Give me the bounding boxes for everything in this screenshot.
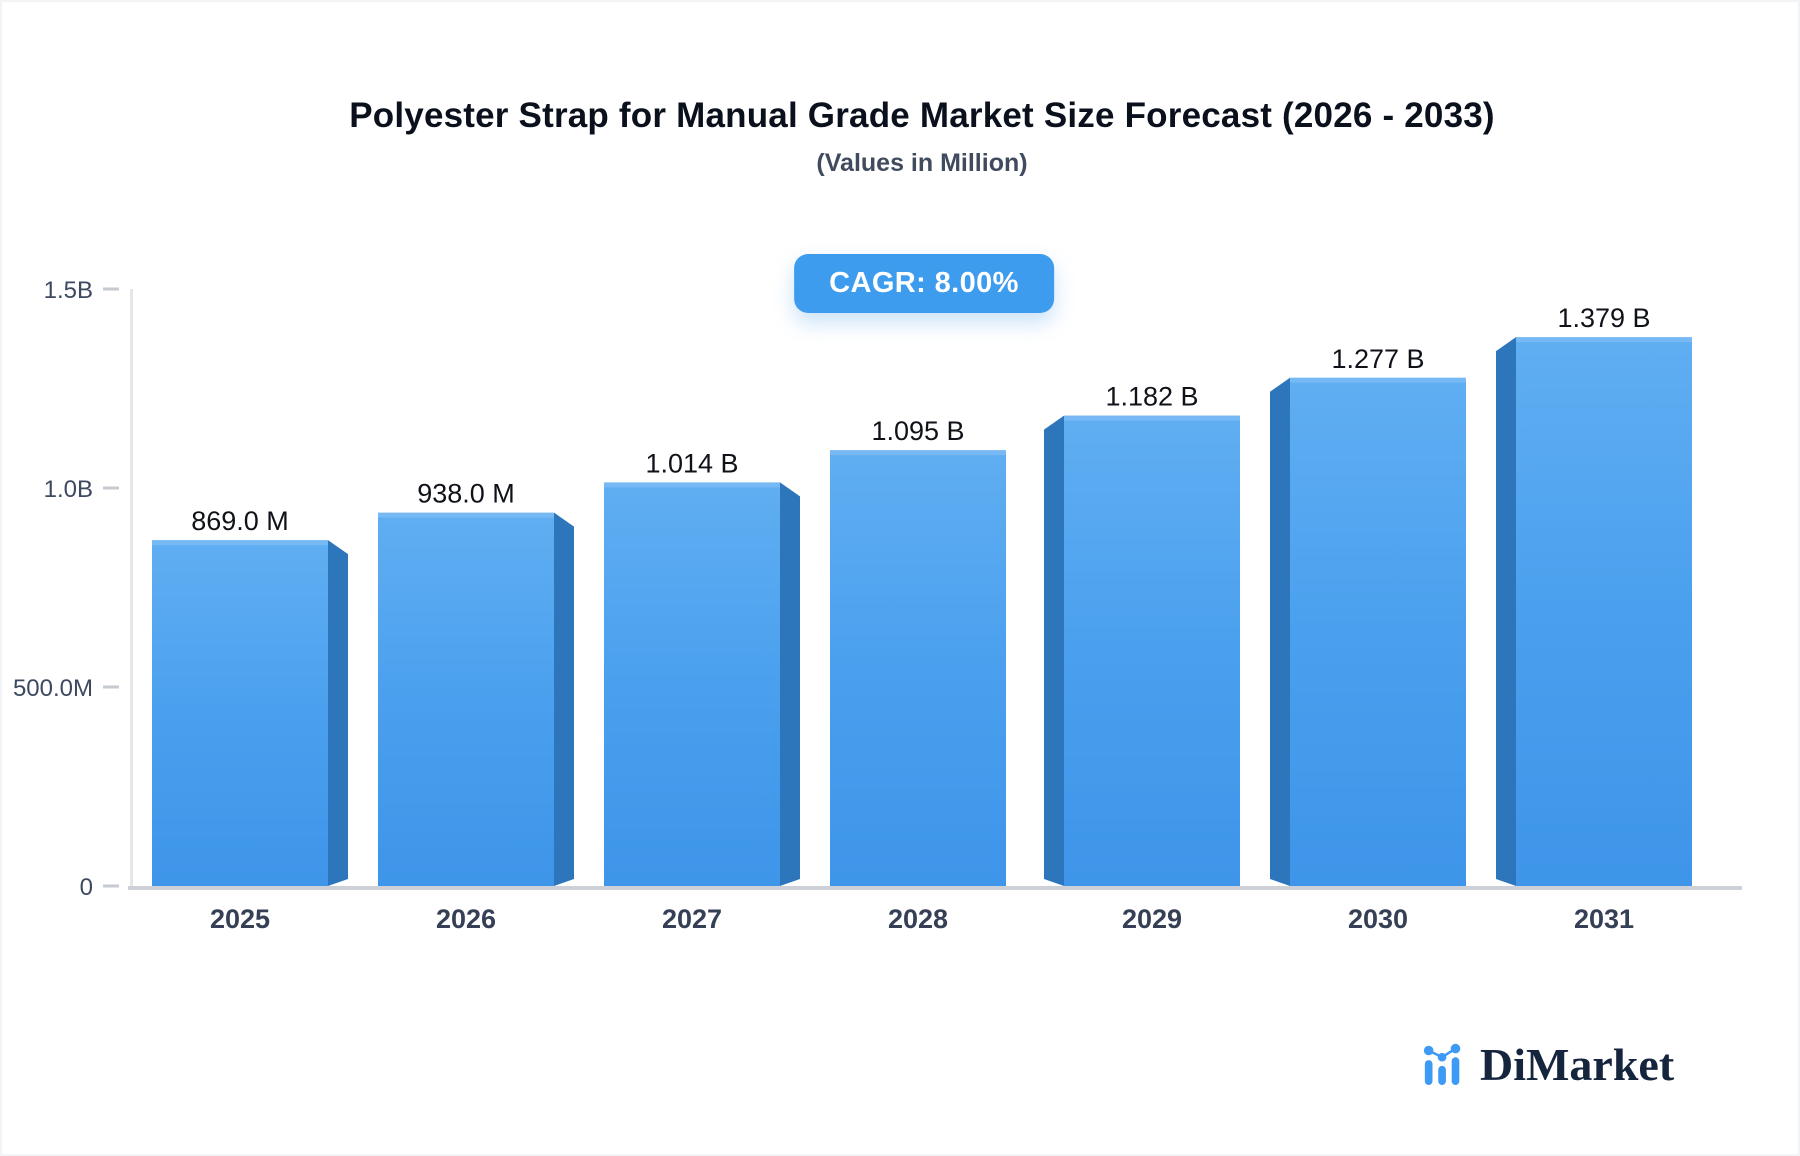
bar-side-face [1270, 377, 1290, 886]
y-tick-label: 500.0M [13, 675, 93, 702]
cagr-badge: CAGR: 8.00% [794, 254, 1054, 313]
dimarket-logo: DiMarket [1421, 1037, 1674, 1087]
bar-top-highlight [830, 450, 1006, 456]
bar-2027[interactable]: 1.014 B 2027 [604, 448, 800, 934]
bar-value-label: 1.277 B [1331, 344, 1424, 374]
x-axis-label: 2025 [210, 904, 270, 934]
x-axis-label: 2030 [1348, 904, 1408, 934]
dimarket-logo-text: DiMarket [1480, 1038, 1675, 1090]
y-tick-label: 1.0B [44, 476, 93, 503]
bar-2031[interactable]: 1.379 B 2031 [1496, 303, 1692, 934]
chart-subtitle: (Values in Million) [816, 149, 1028, 177]
x-axis-label: 2027 [662, 904, 722, 934]
bar-2028[interactable]: 1.095 B 2028 [830, 416, 1006, 934]
x-axis-label: 2028 [888, 904, 948, 934]
bar-front-face [1516, 337, 1692, 887]
bar-top-highlight [1290, 377, 1466, 383]
bar-value-label: 1.379 B [1557, 303, 1650, 333]
bar-value-label: 1.182 B [1105, 382, 1198, 412]
bar-side-face [1044, 415, 1064, 886]
chart-title: Polyester Strap for Manual Grade Market … [349, 96, 1495, 135]
bar-front-face [1290, 377, 1466, 886]
bar-2026[interactable]: 938.0 M 2026 [378, 479, 574, 934]
bar-2029[interactable]: 1.182 B 2029 [1044, 382, 1240, 934]
bar-front-face [604, 482, 780, 886]
bar-value-label: 869.0 M [191, 506, 289, 536]
chart-header: Polyester Strap for Manual Grade Market … [0, 0, 1800, 178]
bar-top-highlight [152, 540, 328, 546]
y-tick-label: 0 [80, 874, 93, 901]
bar-top-highlight [378, 512, 554, 518]
bar-side-face [328, 540, 348, 886]
bar-2025[interactable]: 869.0 M 2025 [152, 506, 348, 934]
x-axis-label: 2031 [1574, 904, 1634, 934]
bar-top-highlight [1064, 415, 1240, 421]
x-axis-label: 2026 [436, 904, 496, 934]
bar-top-highlight [1516, 337, 1692, 343]
x-axis-label: 2029 [1122, 904, 1182, 934]
y-tick-label: 1.5B [44, 277, 93, 304]
bar-front-face [1064, 415, 1240, 886]
bar-value-label: 1.095 B [871, 416, 964, 446]
bar-value-label: 938.0 M [417, 479, 515, 509]
bar-front-face [152, 540, 328, 886]
bar-top-highlight [604, 482, 780, 488]
bar-front-face [378, 512, 554, 886]
bar-front-face [830, 450, 1006, 886]
bar-side-face [554, 512, 574, 886]
bar-side-face [1496, 337, 1516, 887]
bar-2030[interactable]: 1.277 B 2030 [1270, 344, 1466, 934]
bar-side-face [780, 482, 800, 886]
dimarket-bars-icon [1423, 1043, 1461, 1085]
bar-value-label: 1.014 B [645, 448, 738, 478]
